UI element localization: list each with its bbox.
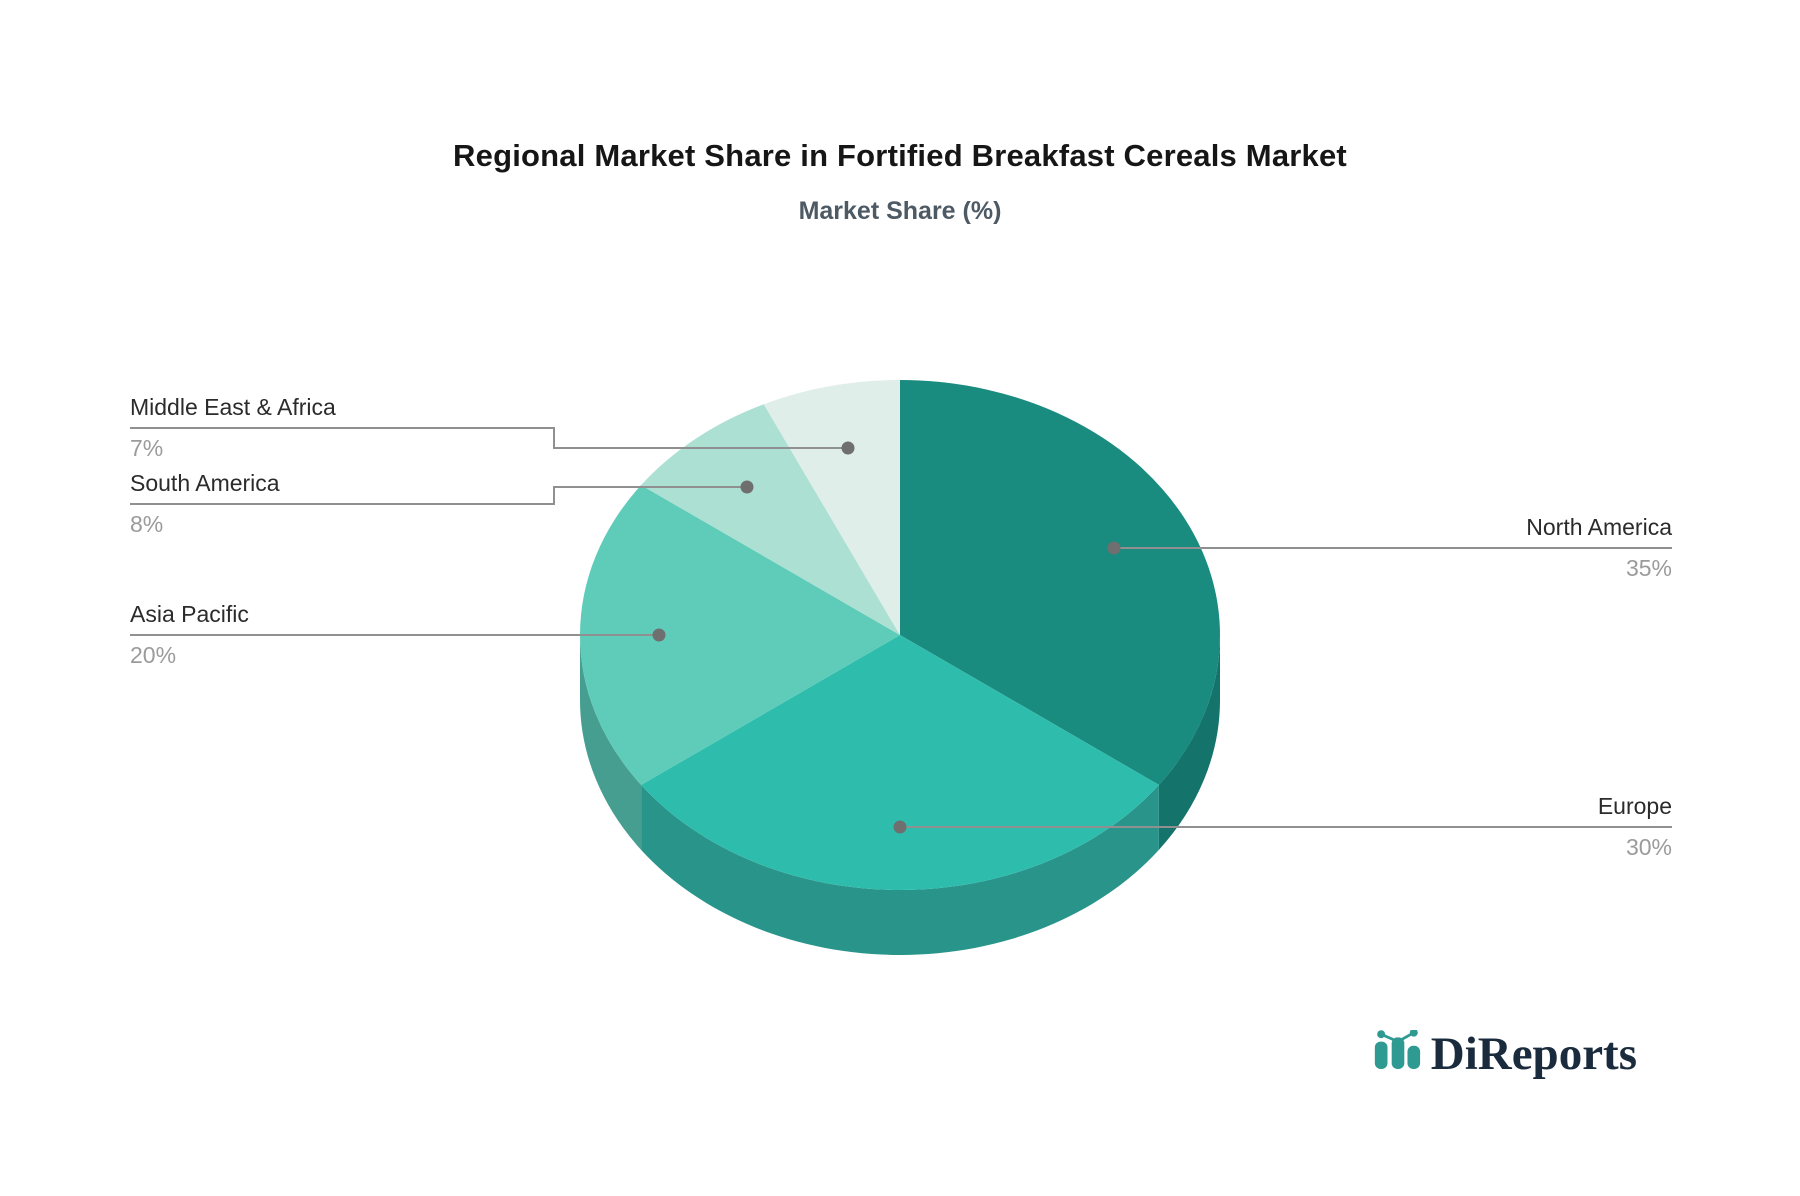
region-value-europe: 30% xyxy=(1625,834,1672,860)
region-label-south-america: South America xyxy=(130,470,280,496)
pie-slice-side-europe xyxy=(641,784,1159,956)
region-value-south-america: 8% xyxy=(130,511,164,537)
region-value-asia-pacific: 20% xyxy=(130,642,177,668)
leader-dot-asia-pacific xyxy=(652,628,666,642)
leader-dot-north-america xyxy=(1107,541,1121,555)
pie-slice-asia-pacific xyxy=(580,485,900,785)
direports-logo-text: DiReports xyxy=(1430,1028,1637,1080)
leader-dot-south-america xyxy=(740,480,754,494)
pie-slice-south-america xyxy=(641,404,900,635)
region-value-north-america: 35% xyxy=(1625,555,1672,581)
region-label-middle-east-africa: Middle East & Africa xyxy=(130,394,336,420)
pie-slice-side-asia-pacific xyxy=(580,635,642,850)
leader-line-south-america xyxy=(130,486,747,505)
region-label-north-america: North America xyxy=(1526,514,1672,540)
chart-title: Regional Market Share in Fortified Break… xyxy=(453,138,1347,173)
pie-slice-north-america xyxy=(900,380,1220,785)
region-label-asia-pacific: Asia Pacific xyxy=(130,601,249,627)
direports-logo: DiReports xyxy=(1374,1028,1637,1080)
bar-chart-logo-icon xyxy=(1374,1030,1420,1069)
leader-dot-europe xyxy=(893,820,907,834)
pie-slice-side-north-america xyxy=(1158,635,1220,850)
region-label-europe: Europe xyxy=(1597,793,1672,819)
leader-dot-middle-east-africa xyxy=(841,441,855,455)
region-value-middle-east-africa: 7% xyxy=(130,435,164,461)
pie-slice-middle-east-africa xyxy=(763,380,900,635)
leader-line-middle-east-africa xyxy=(130,427,848,449)
chart-subtitle: Market Share (%) xyxy=(798,197,1002,225)
